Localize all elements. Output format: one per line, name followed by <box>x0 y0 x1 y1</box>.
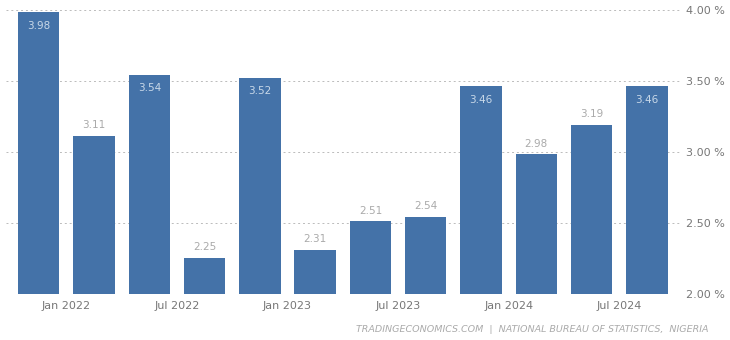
Bar <box>18 12 59 294</box>
Bar <box>239 78 280 294</box>
Bar <box>571 125 612 294</box>
Bar <box>405 217 447 294</box>
Text: 3.52: 3.52 <box>248 86 272 96</box>
Bar <box>184 258 226 294</box>
Text: TRADINGECONOMICS.COM  |  NATIONAL BUREAU OF STATISTICS,  NIGERIA: TRADINGECONOMICS.COM | NATIONAL BUREAU O… <box>356 325 708 334</box>
Bar <box>128 75 170 294</box>
Text: 3.11: 3.11 <box>82 120 106 130</box>
Bar <box>294 250 336 294</box>
Bar <box>515 154 557 294</box>
Text: 2.51: 2.51 <box>359 206 382 216</box>
Text: 3.98: 3.98 <box>27 21 50 31</box>
Text: 3.46: 3.46 <box>635 95 658 105</box>
Text: 3.54: 3.54 <box>138 83 161 94</box>
Text: 2.25: 2.25 <box>193 242 216 253</box>
Text: 2.98: 2.98 <box>525 139 548 149</box>
Bar <box>350 221 391 294</box>
Text: 3.19: 3.19 <box>580 109 603 119</box>
Bar <box>73 136 115 294</box>
Text: 2.54: 2.54 <box>414 201 437 211</box>
Text: 2.31: 2.31 <box>304 234 327 244</box>
Text: 3.46: 3.46 <box>469 95 493 105</box>
Bar <box>626 86 667 294</box>
Bar <box>460 86 502 294</box>
